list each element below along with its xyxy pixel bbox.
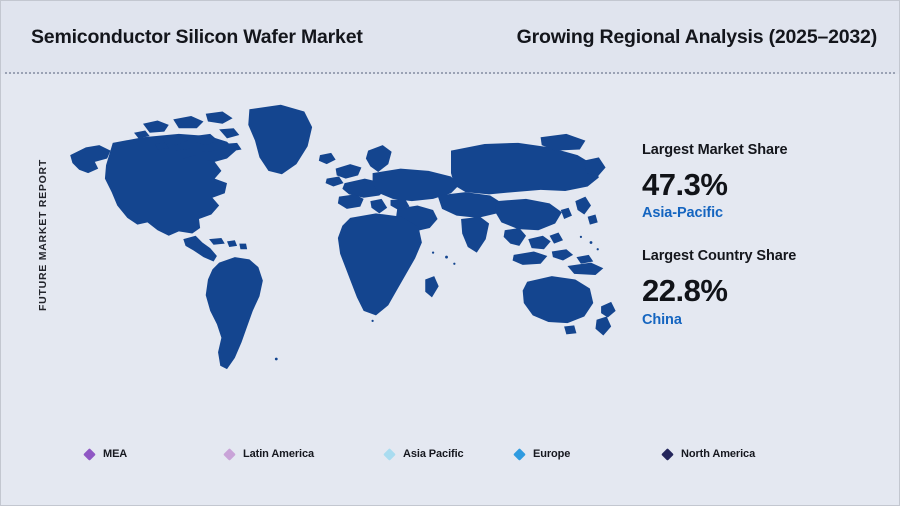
stat-region: Asia-Pacific bbox=[642, 205, 724, 222]
world-map bbox=[59, 89, 619, 419]
stat-region: China bbox=[642, 311, 682, 328]
legend-item-europe: Europe bbox=[513, 447, 663, 461]
legend-item-asia-pacific: Asia Pacific bbox=[383, 447, 515, 461]
map-landmasses bbox=[70, 104, 616, 370]
header-divider bbox=[5, 72, 895, 76]
stat-label: Largest Country Share bbox=[642, 248, 797, 265]
page-subtitle: Growing Regional Analysis (2025–2032) bbox=[516, 26, 878, 48]
legend: MEA Latin America Asia Pacific Europe No… bbox=[83, 447, 785, 461]
stat-label: Largest Market Share bbox=[642, 142, 788, 158]
stat-largest-country-share: Largest Country Share 22.8% China bbox=[642, 247, 887, 327]
stat-value: 47.3% bbox=[642, 167, 728, 203]
page-title: Semiconductor Silicon Wafer Market bbox=[31, 26, 363, 48]
diamond-marker-icon bbox=[513, 447, 526, 461]
legend-item-latin-america: Latin America bbox=[223, 447, 385, 461]
legend-label: North America bbox=[681, 448, 756, 460]
legend-label: Europe bbox=[533, 448, 571, 460]
legend-item-mea: MEA bbox=[83, 447, 225, 461]
legend-label: Latin America bbox=[243, 448, 315, 460]
stat-value: 22.8% bbox=[642, 273, 728, 309]
stats-panel: Largest Market Share 47.3% Asia-Pacific … bbox=[642, 141, 887, 328]
diamond-marker-icon bbox=[661, 447, 674, 461]
diamond-marker-icon bbox=[83, 447, 96, 461]
legend-label: MEA bbox=[103, 448, 128, 460]
header-bar: Semiconductor Silicon Wafer Market Growi… bbox=[1, 1, 899, 74]
brand-watermark: FUTURE MARKET REPORT bbox=[37, 158, 49, 312]
diamond-marker-icon bbox=[223, 447, 236, 461]
world-map-svg bbox=[70, 104, 616, 370]
legend-item-north-america: North America bbox=[661, 447, 756, 461]
diamond-marker-icon bbox=[383, 447, 396, 461]
stat-largest-market-share: Largest Market Share 47.3% Asia-Pacific bbox=[642, 141, 887, 221]
legend-label: Asia Pacific bbox=[403, 448, 464, 460]
